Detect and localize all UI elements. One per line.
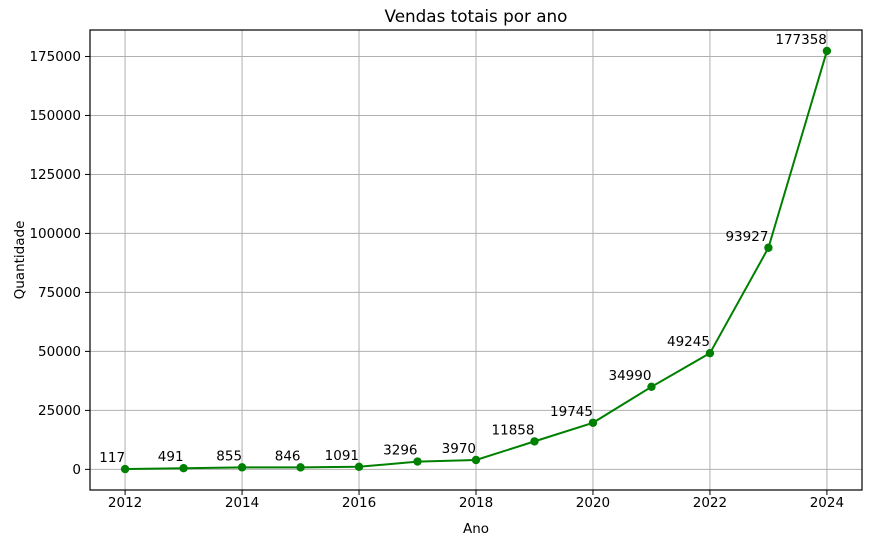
data-point-marker	[354, 462, 364, 471]
data-point-marker	[764, 243, 773, 252]
data-point-label: 177358	[775, 32, 827, 48]
data-point-marker	[413, 457, 422, 466]
data-series	[120, 46, 832, 474]
x-tick-label: 2018	[459, 495, 493, 511]
x-tick-label: 2016	[342, 495, 376, 511]
y-tick-label: 150000	[29, 108, 81, 124]
data-point-label: 34990	[609, 368, 652, 384]
data-point-label: 3296	[383, 443, 417, 459]
data-point-marker	[705, 348, 715, 358]
x-tick-label: 2024	[810, 495, 844, 511]
data-point-marker	[530, 437, 539, 446]
data-point-marker	[237, 463, 247, 472]
data-point-marker	[296, 463, 305, 472]
data-point-label: 491	[158, 449, 184, 465]
y-tick-label: 175000	[29, 49, 81, 65]
data-point-label: 49245	[667, 334, 710, 350]
grid-lines	[90, 30, 862, 490]
data-point-label: 11858	[492, 422, 535, 438]
x-tick-label: 2022	[693, 495, 727, 511]
data-point-marker	[120, 464, 130, 474]
data-point-label: 1091	[325, 448, 359, 464]
y-tick-label: 100000	[29, 226, 81, 242]
data-point-label: 3970	[442, 441, 476, 457]
y-axis-label: Quantidade	[12, 221, 28, 300]
y-tick-label: 125000	[29, 167, 81, 183]
data-point-label: 117	[99, 450, 125, 466]
data-point-label: 855	[216, 448, 242, 464]
data-point-marker	[179, 464, 188, 473]
x-tick-label: 2012	[108, 495, 142, 511]
x-tick-label: 2014	[225, 495, 259, 511]
y-tick-label: 25000	[38, 403, 81, 419]
y-tick-label: 75000	[38, 285, 81, 301]
data-point-label: 846	[275, 448, 301, 464]
y-tick-label: 0	[72, 462, 81, 478]
chart-title: Vendas totais por ano	[385, 6, 568, 26]
point-annotations: 117 491 855 846 1091 3296 3970 11858 19745 34990 4…	[99, 32, 827, 466]
data-point-label: 19745	[550, 404, 593, 420]
tick-marks-and-labels: 2012 2014 2016 2018 2020 2022 2024 0 25000 50000 7…	[29, 49, 844, 511]
data-point-label: 93927	[725, 229, 768, 245]
data-point-marker	[471, 455, 481, 465]
y-tick-label: 50000	[38, 344, 81, 360]
data-point-marker	[647, 382, 656, 392]
x-tick-label: 2020	[576, 495, 610, 511]
data-point-marker	[588, 418, 598, 427]
data-point-marker	[822, 46, 832, 56]
x-axis-label: Ano	[463, 521, 489, 537]
